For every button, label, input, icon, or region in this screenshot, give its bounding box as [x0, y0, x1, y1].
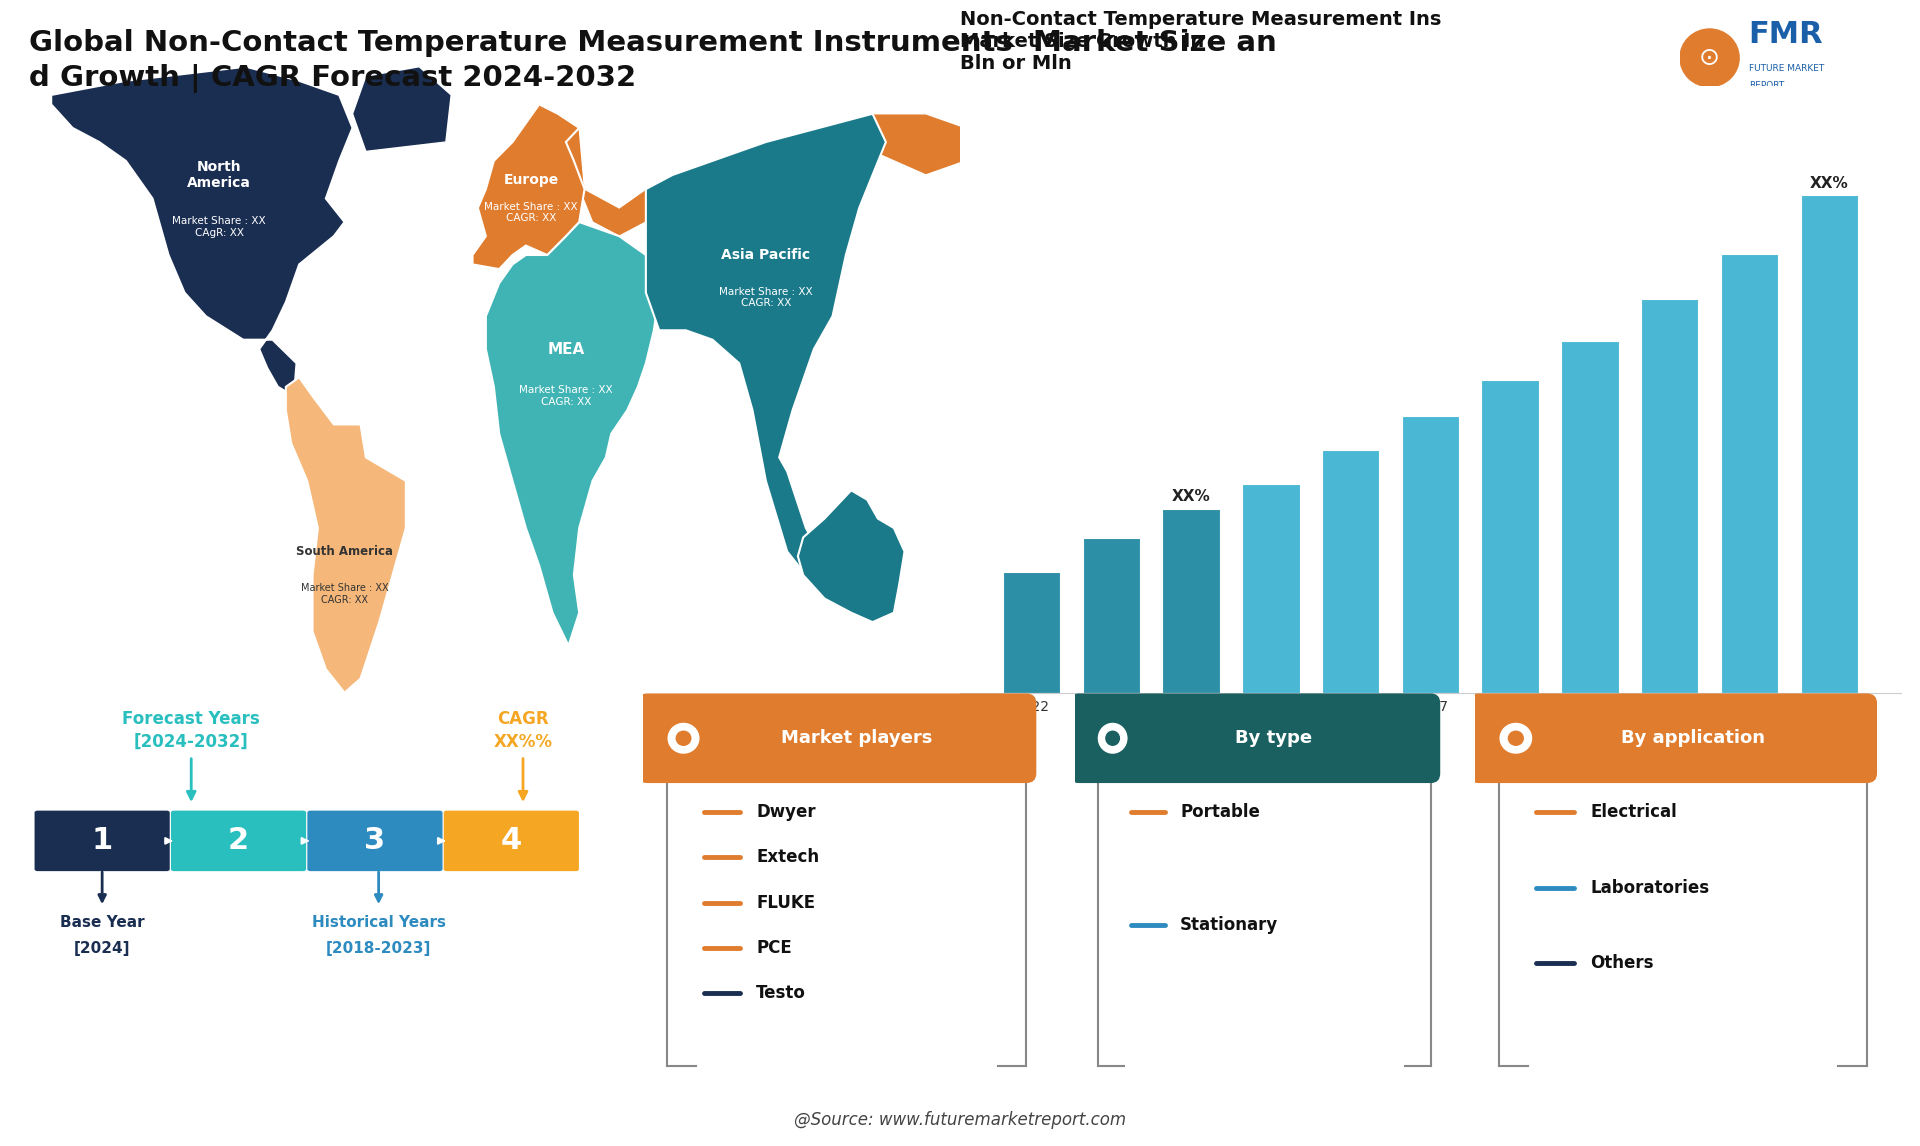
Text: 3: 3: [365, 826, 386, 855]
Bar: [1002, 572, 1060, 693]
Text: Extech: Extech: [756, 848, 820, 866]
Text: XX%%: XX%%: [493, 733, 553, 751]
Circle shape: [1106, 731, 1119, 745]
Text: XX%: XX%: [1171, 489, 1210, 504]
Text: Laboratories: Laboratories: [1590, 879, 1709, 896]
Text: Market Share : XX
CAGR: XX: Market Share : XX CAGR: XX: [720, 286, 812, 308]
Bar: [1642, 299, 1699, 693]
Text: Portable: Portable: [1181, 803, 1260, 822]
Text: FUTURE MARKET: FUTURE MARKET: [1749, 64, 1824, 72]
Text: Market Share : XX
CAGR: XX: Market Share : XX CAGR: XX: [301, 583, 388, 605]
Bar: [1801, 196, 1859, 693]
Bar: [1242, 485, 1300, 693]
Text: Electrical: Electrical: [1590, 803, 1676, 822]
Text: Dwyer: Dwyer: [756, 803, 816, 822]
Text: By application: By application: [1620, 729, 1764, 747]
Text: Forecast Years: Forecast Years: [123, 711, 259, 729]
Circle shape: [668, 723, 699, 753]
Text: Asia Pacific: Asia Pacific: [722, 248, 810, 262]
Text: 2: 2: [228, 826, 250, 855]
Polygon shape: [52, 66, 353, 397]
Text: ⊙: ⊙: [1699, 46, 1720, 70]
Text: [2018-2023]: [2018-2023]: [326, 941, 432, 956]
Polygon shape: [799, 490, 904, 622]
FancyBboxPatch shape: [307, 810, 442, 871]
Text: Market Share : XX
CAGR: XX: Market Share : XX CAGR: XX: [518, 385, 612, 407]
FancyBboxPatch shape: [35, 810, 169, 871]
Polygon shape: [645, 113, 885, 575]
Polygon shape: [286, 377, 405, 692]
Text: Others: Others: [1590, 953, 1653, 972]
Bar: [1720, 253, 1778, 693]
FancyBboxPatch shape: [637, 693, 1037, 783]
Circle shape: [676, 731, 691, 745]
Polygon shape: [566, 113, 966, 236]
FancyBboxPatch shape: [1069, 693, 1440, 783]
Polygon shape: [486, 222, 659, 645]
Text: FLUKE: FLUKE: [756, 894, 816, 912]
Polygon shape: [353, 66, 451, 151]
FancyBboxPatch shape: [171, 810, 305, 871]
Text: 4: 4: [501, 826, 522, 855]
Text: FMR: FMR: [1749, 19, 1824, 48]
Text: @Source: www.futuremarketreport.com: @Source: www.futuremarketreport.com: [795, 1110, 1125, 1129]
Text: Base Year: Base Year: [60, 915, 144, 929]
Text: 1: 1: [92, 826, 113, 855]
Text: XX%: XX%: [1811, 175, 1849, 190]
FancyBboxPatch shape: [444, 810, 580, 871]
Circle shape: [1098, 723, 1127, 753]
Circle shape: [1680, 29, 1740, 87]
Text: [2024]: [2024]: [73, 941, 131, 956]
Bar: [1321, 450, 1379, 693]
Circle shape: [1509, 731, 1523, 745]
Bar: [1083, 537, 1140, 693]
Bar: [1561, 342, 1619, 693]
Text: By type: By type: [1235, 729, 1311, 747]
Circle shape: [1500, 723, 1532, 753]
Text: Europe: Europe: [503, 173, 559, 187]
Text: Stationary: Stationary: [1181, 917, 1279, 934]
Text: Global Non-Contact Temperature Measurement Instruments  Market Size an
d Growth : Global Non-Contact Temperature Measureme…: [29, 29, 1277, 93]
Text: Testo: Testo: [756, 984, 806, 1002]
Text: South America: South America: [296, 545, 394, 558]
FancyBboxPatch shape: [1469, 693, 1878, 783]
Text: Market Share : XX
CAGR: XX: Market Share : XX CAGR: XX: [484, 202, 578, 223]
Text: CAGR: CAGR: [497, 711, 549, 729]
Text: PCE: PCE: [756, 939, 791, 957]
Text: REPORT: REPORT: [1749, 81, 1784, 91]
Bar: [1482, 380, 1540, 693]
Text: Market Share : XX
CAgR: XX: Market Share : XX CAgR: XX: [173, 215, 267, 237]
Polygon shape: [472, 104, 584, 269]
Bar: [1162, 509, 1219, 693]
Text: ↗: ↗: [975, 717, 993, 737]
Text: Historical Years: Historical Years: [311, 915, 445, 929]
Text: North
America: North America: [188, 160, 252, 190]
Bar: [1402, 416, 1459, 693]
Text: MEA: MEA: [547, 342, 584, 356]
Text: Non-Contact Temperature Measurement Ins
Market Size Growth In
Bln or Mln: Non-Contact Temperature Measurement Ins …: [960, 10, 1442, 73]
Text: Market players: Market players: [781, 729, 933, 747]
Text: [2024-2032]: [2024-2032]: [134, 733, 248, 751]
